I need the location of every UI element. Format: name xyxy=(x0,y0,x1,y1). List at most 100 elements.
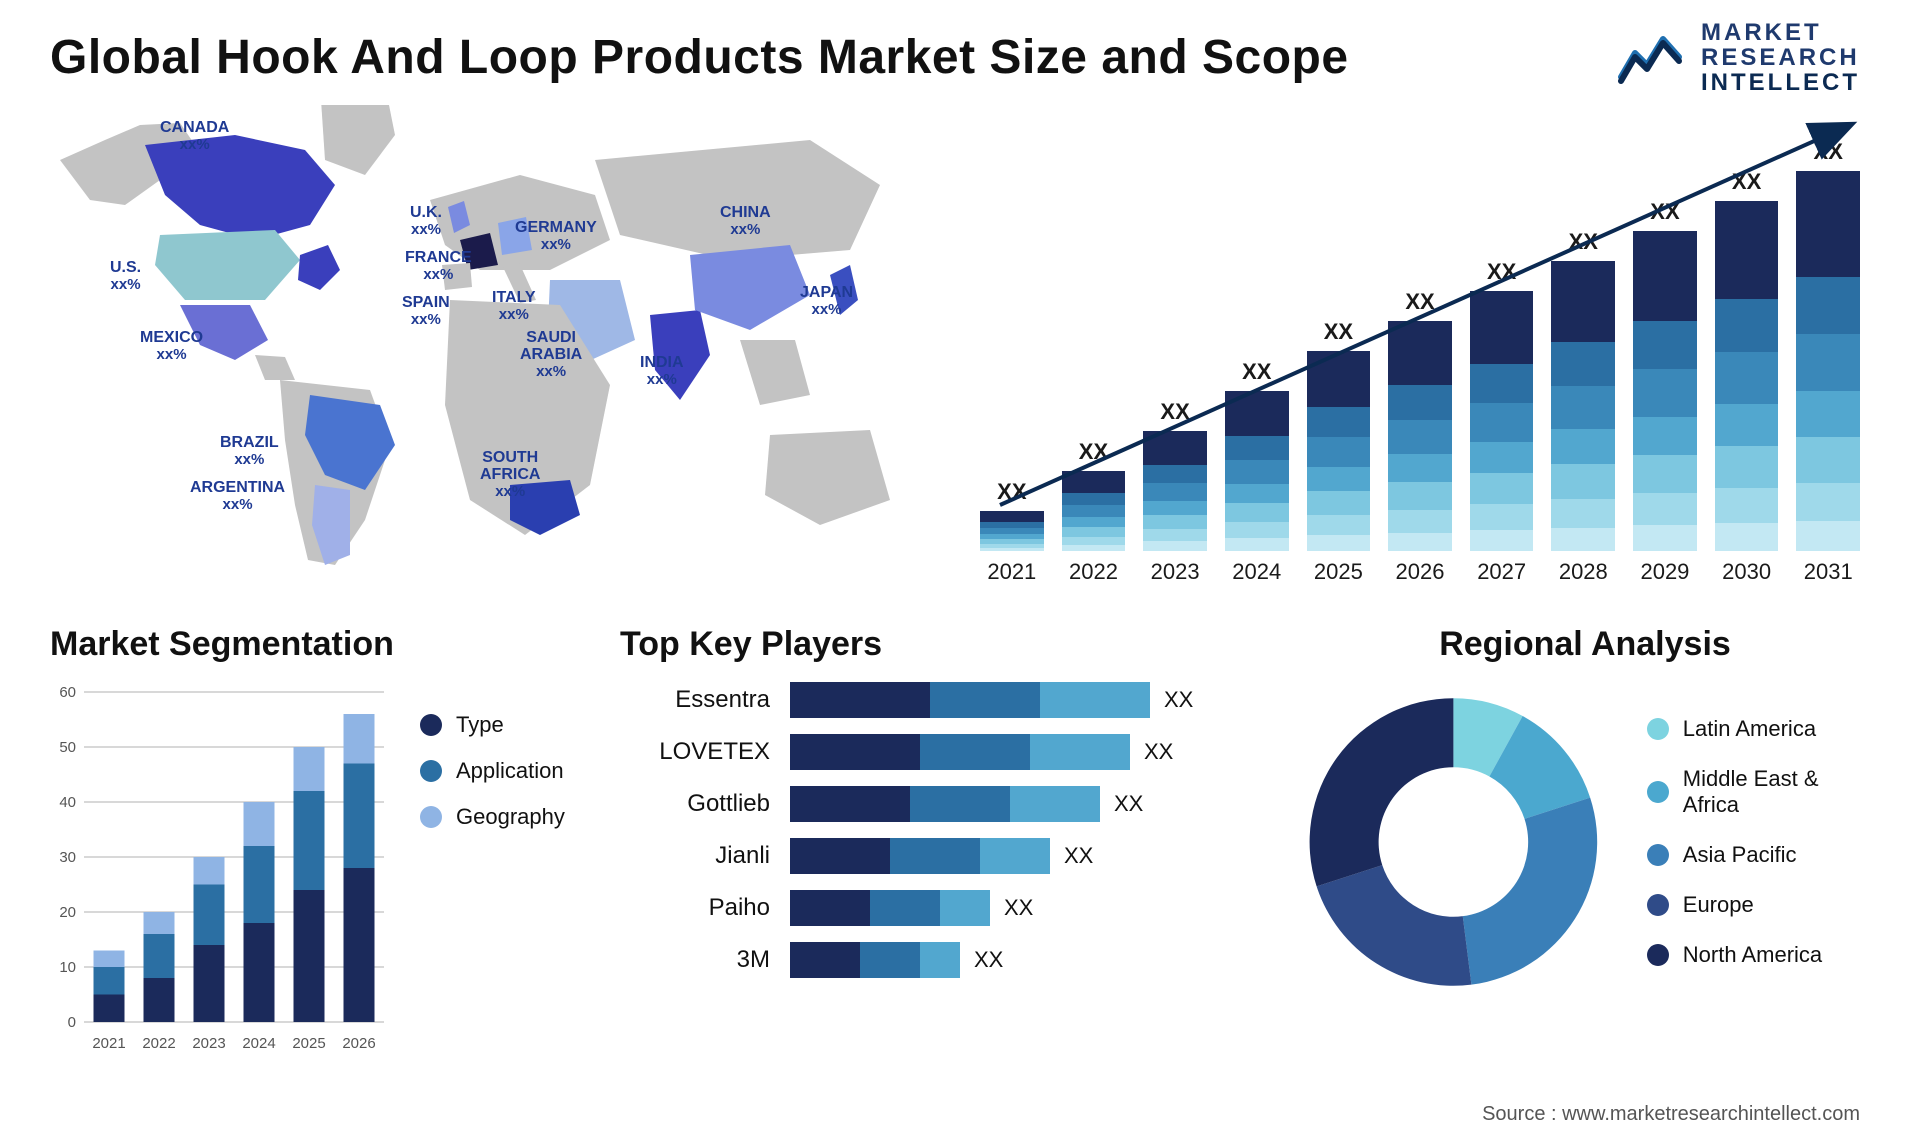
growth-bar-2024: XX2024 xyxy=(1225,359,1289,585)
svg-text:2022: 2022 xyxy=(142,1035,175,1052)
legend-dot-icon xyxy=(420,806,442,828)
top-row: CANADAxx%U.S.xx%MEXICOxx%BRAZILxx%ARGENT… xyxy=(50,105,1870,585)
map-label-canada: CANADAxx% xyxy=(160,120,229,153)
brand-logo: MARKET RESEARCH INTELLECT xyxy=(1617,20,1860,96)
legend-label: Asia Pacific xyxy=(1683,842,1797,868)
player-bar xyxy=(790,890,990,926)
growth-bar-value: XX xyxy=(1079,439,1108,465)
growth-bar-year: 2029 xyxy=(1640,559,1689,585)
legend-label: Middle East & Africa xyxy=(1683,766,1870,818)
legend-label: Application xyxy=(456,758,564,784)
growth-bar-year: 2024 xyxy=(1232,559,1281,585)
map-label-u-k-: U.K.xx% xyxy=(410,205,442,238)
svg-text:20: 20 xyxy=(59,904,76,921)
page: Global Hook And Loop Products Market Siz… xyxy=(0,0,1920,1146)
legend-dot-icon xyxy=(420,714,442,736)
growth-bar-value: XX xyxy=(1814,139,1843,165)
map-label-china: CHINAxx% xyxy=(720,205,771,238)
logo-mark-icon xyxy=(1617,25,1687,90)
growth-bar-year: 2026 xyxy=(1396,559,1445,585)
svg-text:2026: 2026 xyxy=(342,1035,375,1052)
seg-legend-type: Type xyxy=(420,712,565,738)
regional-legend: Latin America Middle East & Africa Asia Pa… xyxy=(1647,716,1870,968)
growth-bar-value: XX xyxy=(1160,399,1189,425)
map-label-germany: GERMANYxx% xyxy=(515,220,597,253)
map-label-argentina: ARGENTINAxx% xyxy=(190,480,285,513)
player-value: XX xyxy=(1114,791,1143,817)
player-value: XX xyxy=(1004,895,1033,921)
map-region-us-east xyxy=(298,245,340,290)
growth-bar-2026: XX 2026 xyxy=(1388,289,1452,585)
map-label-spain: SPAINxx% xyxy=(402,295,450,328)
map-region-us xyxy=(155,230,300,300)
donut-slice-asia-pacific xyxy=(1463,798,1597,985)
key-players-list: EssentraXXLOVETEXXXGottliebXXJianliXXPai… xyxy=(620,682,1260,994)
growth-bar-year: 2023 xyxy=(1151,559,1200,585)
donut-slice-north-america xyxy=(1310,698,1454,886)
key-players-title: Top Key Players xyxy=(620,625,1260,664)
growth-bar-year: 2027 xyxy=(1477,559,1526,585)
growth-bar-value: XX xyxy=(1405,289,1434,315)
growth-bar-2027: XX 2027 xyxy=(1470,259,1534,585)
svg-text:50: 50 xyxy=(59,739,76,756)
player-bar xyxy=(790,786,1100,822)
map-region-china xyxy=(690,245,810,330)
player-name: 3M xyxy=(620,946,770,974)
map-label-mexico: MEXICOxx% xyxy=(140,330,203,363)
regional-section: Regional Analysis Latin America Middle Ea… xyxy=(1300,625,1870,1085)
map-region-central-am xyxy=(255,355,295,380)
growth-bar-2028: XX 2028 xyxy=(1551,229,1615,585)
svg-text:2025: 2025 xyxy=(292,1035,325,1052)
svg-text:30: 30 xyxy=(59,849,76,866)
map-label-south-africa: SOUTHAFRICAxx% xyxy=(480,450,540,499)
growth-bar-2021: XX 2021 xyxy=(980,479,1044,585)
growth-bar-year: 2021 xyxy=(987,559,1036,585)
segmentation-chart: 0102030405060202120222023202420252026 xyxy=(50,682,390,1062)
world-map: CANADAxx%U.S.xx%MEXICOxx%BRAZILxx%ARGENT… xyxy=(50,105,910,585)
legend-label: Europe xyxy=(1683,892,1754,918)
player-value: XX xyxy=(1064,843,1093,869)
legend-label: Geography xyxy=(456,804,565,830)
player-name: Essentra xyxy=(620,686,770,714)
segmentation-legend: Type Application Geography xyxy=(420,682,565,1062)
player-value: XX xyxy=(1144,739,1173,765)
region-legend-north-america: North America xyxy=(1647,942,1870,968)
player-row-paiho: Paiho XX xyxy=(620,890,1260,926)
region-legend-asia-pacific: Asia Pacific xyxy=(1647,842,1870,868)
map-label-italy: ITALYxx% xyxy=(492,290,536,323)
growth-bar-2031: XX2031 xyxy=(1796,139,1860,585)
growth-bar-2029: XX 2029 xyxy=(1633,199,1697,585)
growth-bar-value: XX xyxy=(1650,199,1679,225)
svg-text:0: 0 xyxy=(68,1014,76,1031)
player-name: LOVETEX xyxy=(620,738,770,766)
growth-bar-value: XX xyxy=(997,479,1026,505)
key-players-section: Top Key Players EssentraXXLOVETEXXXGottl… xyxy=(620,625,1260,1085)
svg-text:10: 10 xyxy=(59,959,76,976)
player-name: Gottlieb xyxy=(620,790,770,818)
player-name: Paiho xyxy=(620,894,770,922)
regional-title: Regional Analysis xyxy=(1300,625,1870,664)
growth-bar-year: 2028 xyxy=(1559,559,1608,585)
growth-bar-2025: XX2025 xyxy=(1307,319,1371,585)
map-label-japan: JAPANxx% xyxy=(800,285,853,318)
legend-dot-icon xyxy=(420,760,442,782)
segmentation-title: Market Segmentation xyxy=(50,625,580,664)
map-region-australia xyxy=(765,430,890,525)
growth-bar-value: XX xyxy=(1569,229,1598,255)
map-region-russia xyxy=(595,140,880,260)
region-legend-latin-america: Latin America xyxy=(1647,716,1870,742)
map-label-france: FRANCExx% xyxy=(405,250,472,283)
map-label-saudi-arabia: SAUDIARABIAxx% xyxy=(520,330,582,379)
player-row-lovetex: LOVETEX XX xyxy=(620,734,1260,770)
player-row-gottlieb: Gottlieb XX xyxy=(620,786,1260,822)
player-value: XX xyxy=(1164,687,1193,713)
region-legend-middle-east-africa: Middle East & Africa xyxy=(1647,766,1870,818)
legend-label: Latin America xyxy=(1683,716,1816,742)
growth-bar-value: XX xyxy=(1487,259,1516,285)
player-name: Jianli xyxy=(620,842,770,870)
main-growth-chart: XX2021XX2022XX2023XX2024XX2025XX2026XX20… xyxy=(970,105,1870,585)
growth-bar-year: 2022 xyxy=(1069,559,1118,585)
legend-label: Type xyxy=(456,712,504,738)
legend-label: North America xyxy=(1683,942,1822,968)
legend-dot-icon xyxy=(1647,894,1669,916)
